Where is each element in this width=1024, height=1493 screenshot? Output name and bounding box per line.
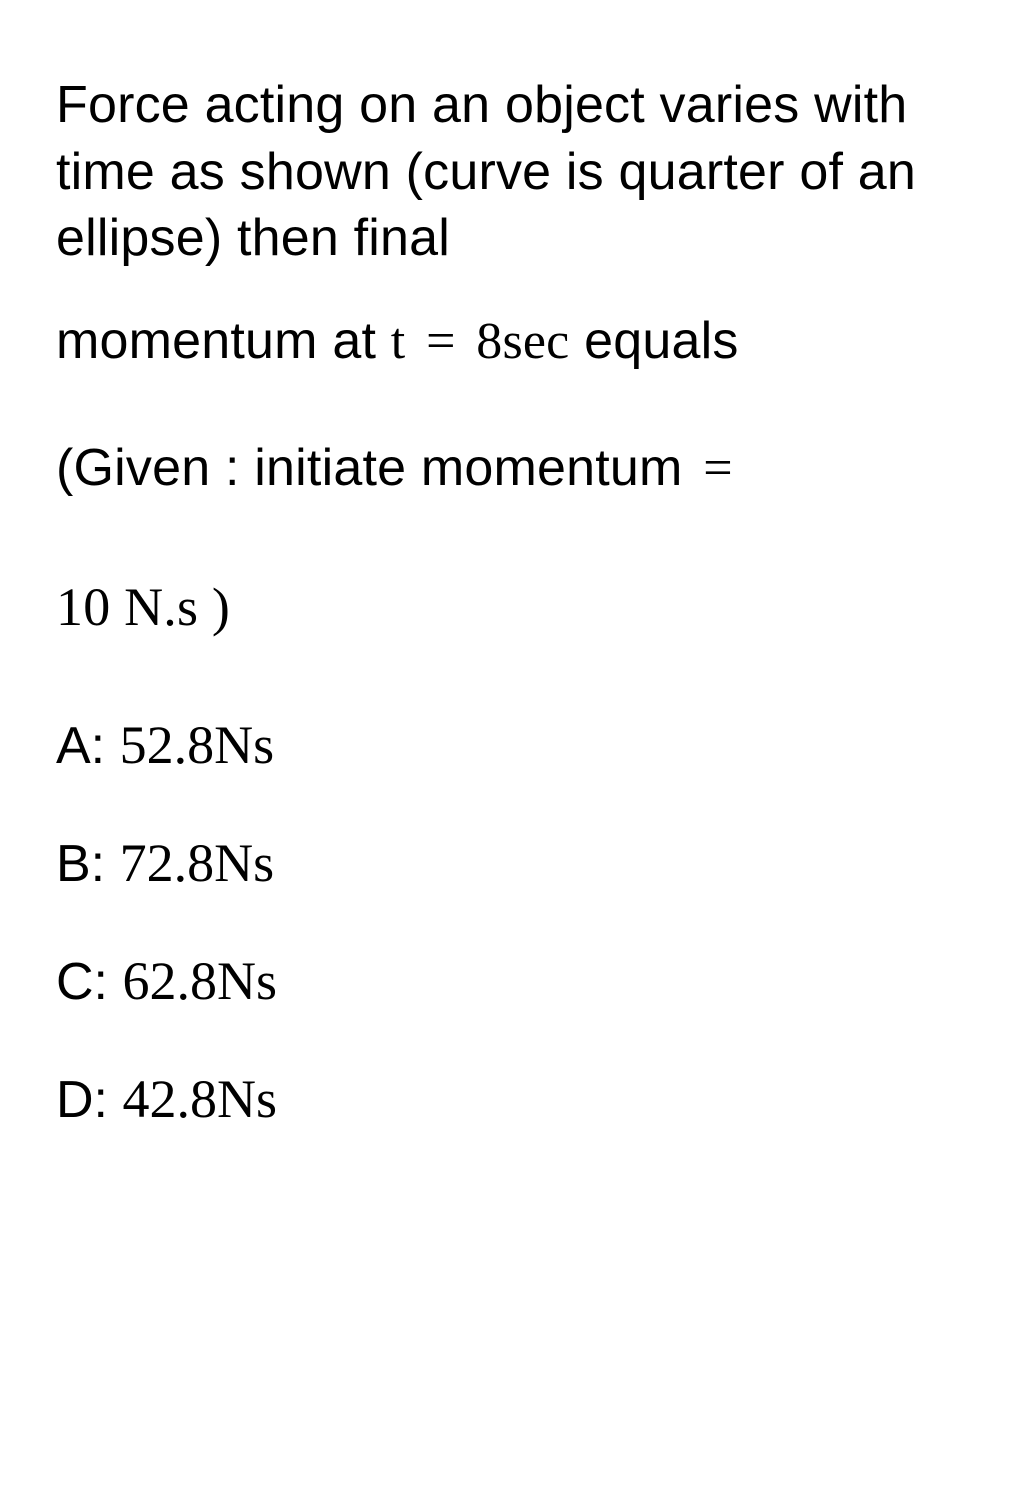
stem-line2-pre: momentum at (56, 312, 391, 370)
stem-line-1: Force acting on an object varies with ti… (56, 76, 916, 267)
stem-paragraph-3: (Given : initiate momentum = (56, 435, 976, 503)
choice-a-value: 52.8Ns (120, 715, 275, 775)
choice-c[interactable]: C: 62.8Ns (56, 950, 976, 1012)
answer-choices: A: 52.8Ns B: 72.8Ns C: 62.8Ns D: 42.8Ns (56, 714, 976, 1130)
stem-paragraph-4: 10 N.s ) (56, 573, 976, 642)
choice-a[interactable]: A: 52.8Ns (56, 714, 976, 776)
choice-d[interactable]: D: 42.8Ns (56, 1068, 976, 1130)
choice-b[interactable]: B: 72.8Ns (56, 832, 976, 894)
stem-paragraph-2: momentum at t = 8sec equals (56, 308, 976, 376)
equals-sign-1: = (420, 309, 462, 376)
stem-paragraph-1: Force acting on an object varies with ti… (56, 72, 976, 272)
choice-d-value: 42.8Ns (122, 1069, 277, 1129)
stem-line2-var: t (391, 313, 406, 370)
stem-line4: 10 N.s ) (56, 577, 230, 637)
stem-line2-unit: sec (502, 313, 569, 370)
choice-b-key: B: (56, 835, 105, 893)
stem-line2-num: 8 (476, 313, 502, 370)
question-stem: Force acting on an object varies with ti… (56, 72, 976, 642)
choice-c-value: 62.8Ns (122, 951, 277, 1011)
stem-line3-pre: (Given : initiate momentum (56, 439, 697, 497)
choice-a-key: A: (56, 717, 105, 775)
stem-line2-post: equals (569, 312, 738, 370)
choice-c-key: C: (56, 953, 108, 1011)
question-page: Force acting on an object varies with ti… (0, 0, 1024, 1234)
equals-sign-2: = (697, 436, 739, 503)
choice-b-value: 72.8Ns (120, 833, 275, 893)
choice-d-key: D: (56, 1071, 108, 1129)
